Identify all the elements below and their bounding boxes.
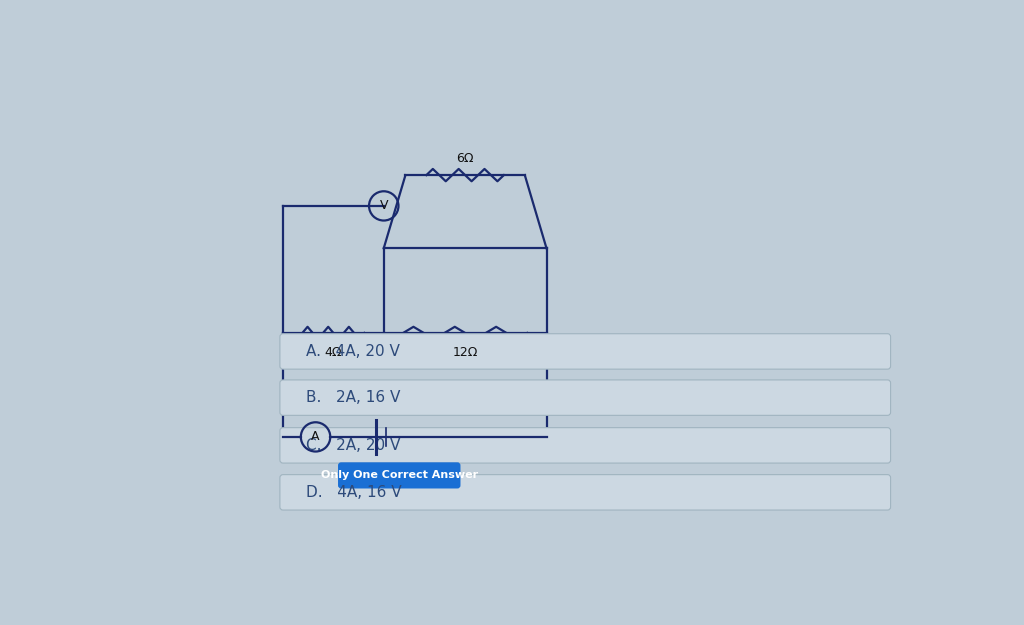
Text: 4Ω: 4Ω [325, 346, 342, 359]
Text: C.   2A, 20 V: C. 2A, 20 V [306, 438, 400, 453]
FancyBboxPatch shape [280, 380, 891, 416]
FancyBboxPatch shape [338, 462, 461, 489]
Text: 6Ω: 6Ω [457, 152, 474, 165]
Text: Only One Correct Answer: Only One Correct Answer [321, 471, 478, 481]
Text: B.   2A, 16 V: B. 2A, 16 V [306, 390, 400, 405]
Text: 12Ω: 12Ω [453, 346, 478, 359]
FancyBboxPatch shape [280, 334, 891, 369]
FancyBboxPatch shape [280, 428, 891, 463]
Text: A: A [311, 431, 319, 443]
Text: A.   4A, 20 V: A. 4A, 20 V [306, 344, 400, 359]
FancyBboxPatch shape [280, 474, 891, 510]
Text: 32 V: 32 V [365, 461, 393, 474]
Text: D.   4A, 16 V: D. 4A, 16 V [306, 485, 401, 500]
Text: V: V [380, 199, 388, 212]
